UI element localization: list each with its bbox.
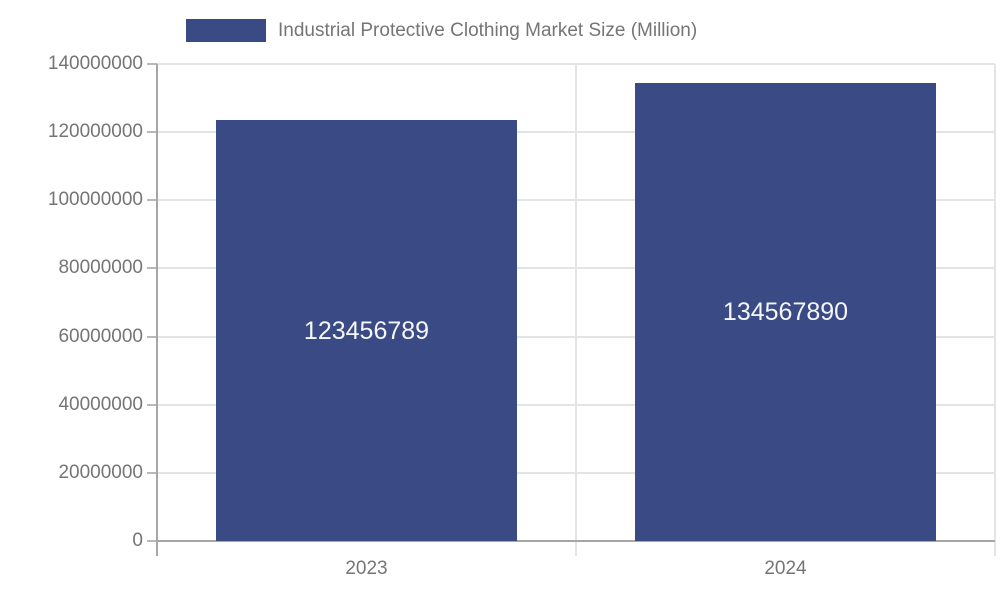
x-axis-tick-label: 2023	[345, 558, 388, 579]
x-gridline	[994, 64, 996, 556]
bar-2023[interactable]	[215, 120, 518, 541]
y-axis-tick-label: 40000000	[58, 393, 143, 415]
legend-swatch[interactable]	[186, 19, 266, 42]
legend-label: Industrial Protective Clothing Market Si…	[278, 20, 698, 41]
y-axis-tick-label: 80000000	[58, 257, 143, 279]
y-axis-tick-label: 0	[132, 530, 143, 551]
y-axis-line	[156, 64, 158, 556]
y-axis-tick	[147, 540, 157, 542]
x-axis-tick-label: 2024	[764, 558, 807, 579]
y-axis-tick	[147, 403, 157, 406]
y-axis-tick-label: 100000000	[47, 189, 143, 211]
x-gridline	[575, 64, 577, 556]
y-axis-tick-label: 60000000	[58, 325, 143, 347]
y-axis-tick-label: 20000000	[58, 461, 143, 483]
y-axis-tick	[147, 335, 157, 338]
y-axis-tick	[147, 131, 157, 134]
y-axis-tick	[147, 471, 157, 474]
bar-2024[interactable]	[634, 82, 937, 541]
legend-item[interactable]: Industrial Protective Clothing Market Si…	[186, 19, 697, 42]
x-axis-line	[156, 540, 995, 542]
y-axis-tick	[147, 267, 157, 270]
y-axis-tick	[147, 199, 157, 202]
y-axis-tick	[147, 63, 157, 65]
y-axis-tick-label: 120000000	[47, 121, 143, 143]
y-axis-tick-label: 140000000	[47, 53, 143, 74]
